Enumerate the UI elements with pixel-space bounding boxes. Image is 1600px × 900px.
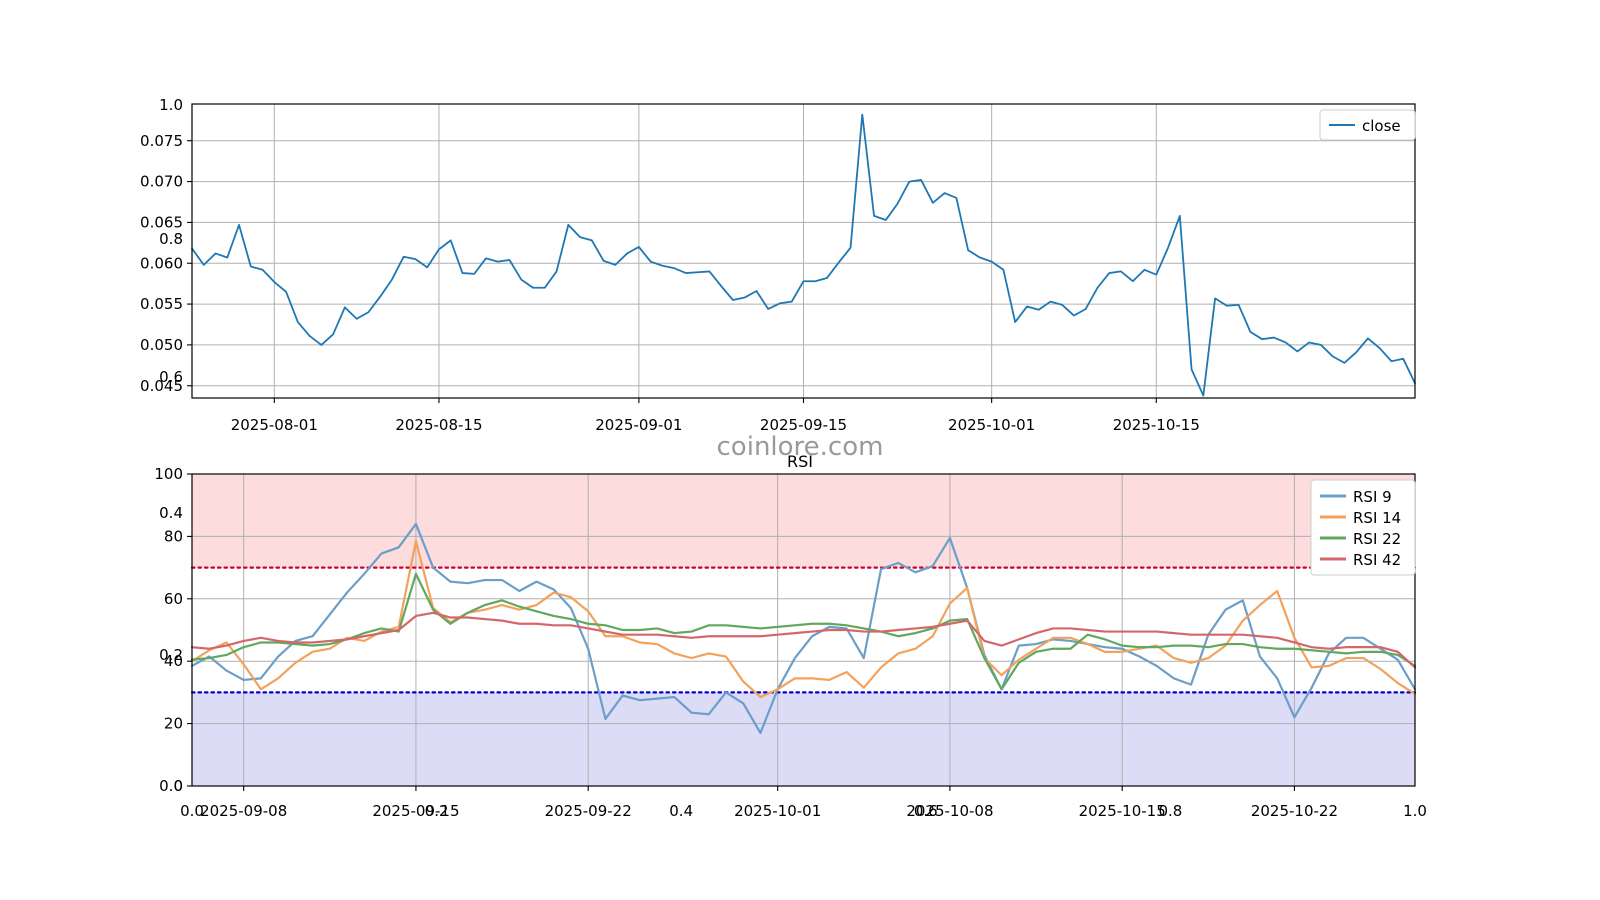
rsi-x-tick-label: 2025-09-08	[200, 802, 287, 820]
price-x-tick-label: 2025-08-15	[395, 416, 482, 434]
rsi-y-overlay-label: 0.0	[159, 777, 183, 795]
rsi-x-overlay-label: 0.0	[180, 802, 204, 820]
rsi-x-tick-label: 2025-10-08	[906, 802, 993, 820]
rsi-x-tick-label: 2025-09-15	[372, 802, 459, 820]
rsi-y-axis-overlay-labels: 0.0 0.2 0.4	[159, 504, 183, 795]
rsi-y-tick-label: 0	[173, 777, 183, 795]
price-x-axis-labels: 2025-08-01 2025-08-15 2025-09-01 2025-09-15…	[231, 398, 1200, 434]
rsi-x-tick-label: 2025-10-15	[1079, 802, 1166, 820]
rsi-x-axis-overlay-labels: 0.0 0.2 0.4 0.6 0.8 1.0	[180, 802, 1427, 820]
price-y-overlay-label: 0.8	[159, 230, 183, 248]
price-x-tick-label: 2025-10-01	[948, 416, 1035, 434]
price-x-tick-label: 2025-08-01	[231, 416, 318, 434]
watermark: coinlore.com	[716, 432, 884, 462]
rsi-threshold-bands	[192, 474, 1415, 786]
price-x-tick-label: 2025-10-15	[1113, 416, 1200, 434]
price-x-tick-label: 2025-09-15	[760, 416, 847, 434]
rsi-x-overlay-label: 0.2	[425, 802, 449, 820]
price-x-tick-label: 2025-09-01	[595, 416, 682, 434]
price-legend-box[interactable]	[1319, 109, 1416, 141]
rsi-x-overlay-label: 0.4	[669, 802, 693, 820]
rsi-legend-label-rsi-9: RSI 9	[1353, 488, 1392, 506]
price-y-tick-label: 0.045	[140, 377, 183, 395]
rsi-line-rsi-42	[190, 611, 1417, 669]
rsi-legend[interactable]: RSI 9 RSI 14 RSI 22 RSI 42	[1310, 479, 1416, 576]
rsi-legend-label-rsi-14: RSI 14	[1353, 509, 1401, 527]
price-y-tick-label: 0.060	[140, 254, 183, 272]
rsi-series-group	[190, 522, 1417, 735]
price-legend[interactable]: close	[1319, 109, 1416, 141]
price-y-tick-label: 0.050	[140, 336, 183, 354]
rsi-line-rsi-14	[190, 539, 1417, 699]
price-line-close	[191, 113, 1416, 397]
price-y-tick-label: 0.055	[140, 295, 183, 313]
rsi-band	[192, 692, 1415, 786]
rsi-x-overlay-label: 0.6	[914, 802, 938, 820]
rsi-chart-title: RSI	[787, 452, 813, 471]
rsi-legend-label-rsi-42: RSI 42	[1353, 551, 1401, 569]
price-grid	[192, 104, 1415, 398]
rsi-y-overlay-label: 0.4	[159, 504, 183, 522]
rsi-y-axis-labels: 0 20 40 60 80 100	[154, 465, 192, 795]
rsi-x-tick-label: 2025-09-22	[545, 802, 632, 820]
price-y-tick-label: 0.070	[140, 173, 183, 191]
rsi-y-tick-label: 20	[164, 715, 183, 733]
rsi-x-overlay-label: 1.0	[1403, 802, 1427, 820]
price-y-axis-labels: 0.045 0.050 0.055 0.060 0.065 0.070 0.075	[140, 132, 192, 395]
rsi-axes-frame	[191, 473, 1416, 787]
price-y-overlay-label: 0.6	[159, 368, 183, 386]
price-legend-label-close: close	[1362, 117, 1401, 135]
price-y-tick-label: 0.075	[140, 132, 183, 150]
rsi-y-tick-label: 80	[164, 527, 183, 545]
rsi-y-overlay-label: 0.2	[159, 646, 183, 664]
rsi-legend-box[interactable]	[1310, 479, 1416, 576]
rsi-threshold-lines	[190, 566, 1417, 694]
rsi-x-tick-label: 2025-10-01	[734, 802, 821, 820]
rsi-legend-label-rsi-22: RSI 22	[1353, 530, 1401, 548]
price-y-overlay-label: 1.0	[159, 96, 183, 114]
rsi-line-rsi-9	[190, 522, 1417, 735]
rsi-y-tick-label: 100	[154, 465, 183, 483]
price-series-close	[191, 113, 1416, 397]
price-y-axis-overlay-labels: 0.6 0.8 1.0	[159, 96, 183, 386]
rsi-x-overlay-label: 0.8	[1158, 802, 1182, 820]
rsi-y-tick-label: 60	[164, 590, 183, 608]
rsi-x-axis-labels: 2025-09-08 2025-09-15 2025-09-22 2025-10-01…	[200, 786, 1338, 820]
rsi-band	[192, 474, 1415, 568]
rsi-y-tick-label: 40	[164, 652, 183, 670]
rsi-x-tick-label: 2025-10-22	[1251, 802, 1338, 820]
price-y-tick-label: 0.065	[140, 213, 183, 231]
